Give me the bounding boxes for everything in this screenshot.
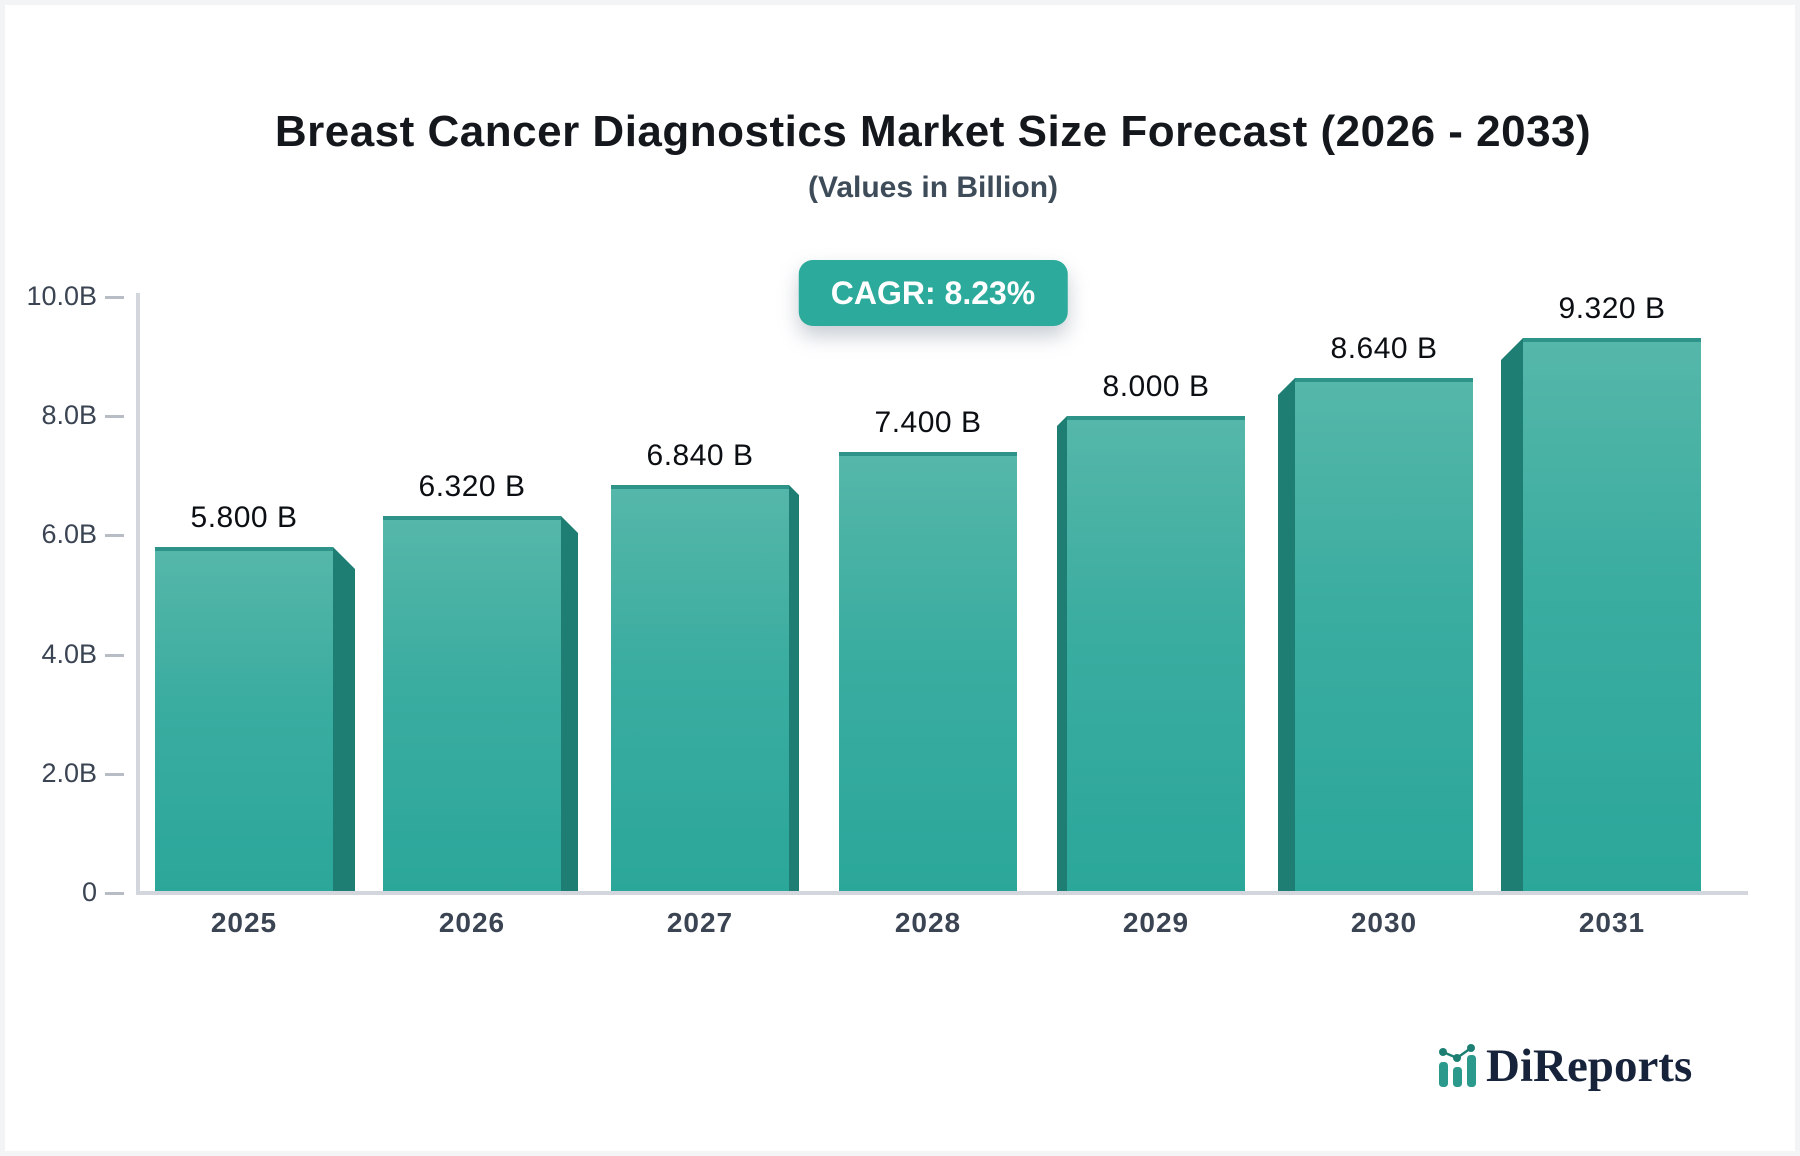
bar-2030: [1295, 378, 1473, 891]
bar-value-label: 5.800 B: [190, 501, 298, 534]
mini-bar-chart-icon: [1439, 1044, 1476, 1087]
y-axis-tick: [105, 773, 124, 776]
bar-2028: [839, 452, 1017, 891]
y-axis-label: 2.0B: [41, 758, 97, 788]
y-axis-line: [136, 293, 140, 895]
bar-value-label: 7.400 B: [874, 406, 982, 439]
y-axis-tick: [105, 892, 124, 895]
y-axis-label: 0: [81, 877, 97, 907]
y-axis-label: 8.0B: [41, 400, 97, 430]
bar-side-face: [1278, 378, 1295, 891]
y-axis-label: 6.0B: [41, 519, 97, 549]
y-axis-tick: [105, 296, 124, 299]
bar-side-face: [1501, 338, 1523, 891]
bar-side-face: [1057, 416, 1067, 891]
bar-2025: [155, 547, 333, 891]
bar-2029: [1067, 416, 1245, 891]
bar-value-label: 6.840 B: [646, 439, 754, 472]
chart-title: Breast Cancer Diagnostics Market Size Fo…: [274, 107, 1592, 156]
bar-value-label: 6.320 B: [418, 470, 526, 503]
y-axis-tick: [105, 534, 124, 537]
x-axis-label: 2031: [1578, 907, 1646, 938]
x-axis-baseline: [136, 891, 1748, 895]
brand-logo-text: DiReports: [1486, 1040, 1693, 1092]
brand-logo: DiReports: [1437, 1039, 1692, 1093]
x-axis-label: 2028: [894, 907, 962, 938]
bar-value-label: 8.640 B: [1330, 332, 1438, 365]
x-axis-label: 2027: [666, 907, 734, 938]
x-axis-label: 2026: [438, 907, 506, 938]
x-axis-label: 2029: [1122, 907, 1190, 938]
bar-2027: [611, 485, 789, 891]
cagr-badge: CAGR: 8.23%: [798, 260, 1068, 326]
bar-value-label: 8.000 B: [1102, 370, 1210, 403]
y-axis-label: 10.0B: [26, 281, 97, 311]
y-axis-label: 4.0B: [41, 639, 97, 669]
bar-2031: [1523, 338, 1701, 891]
y-axis-tick: [105, 654, 124, 657]
bar-side-face: [561, 516, 578, 891]
bar-side-face: [333, 547, 355, 891]
bar-2026: [383, 516, 561, 891]
x-axis-label: 2030: [1350, 907, 1418, 938]
x-axis-label: 2025: [210, 907, 278, 938]
y-axis-tick: [105, 415, 124, 418]
bar-value-label: 9.320 B: [1558, 292, 1666, 325]
chart-subtitle: (Values in Billion): [807, 171, 1059, 204]
bar-side-face: [789, 485, 799, 891]
